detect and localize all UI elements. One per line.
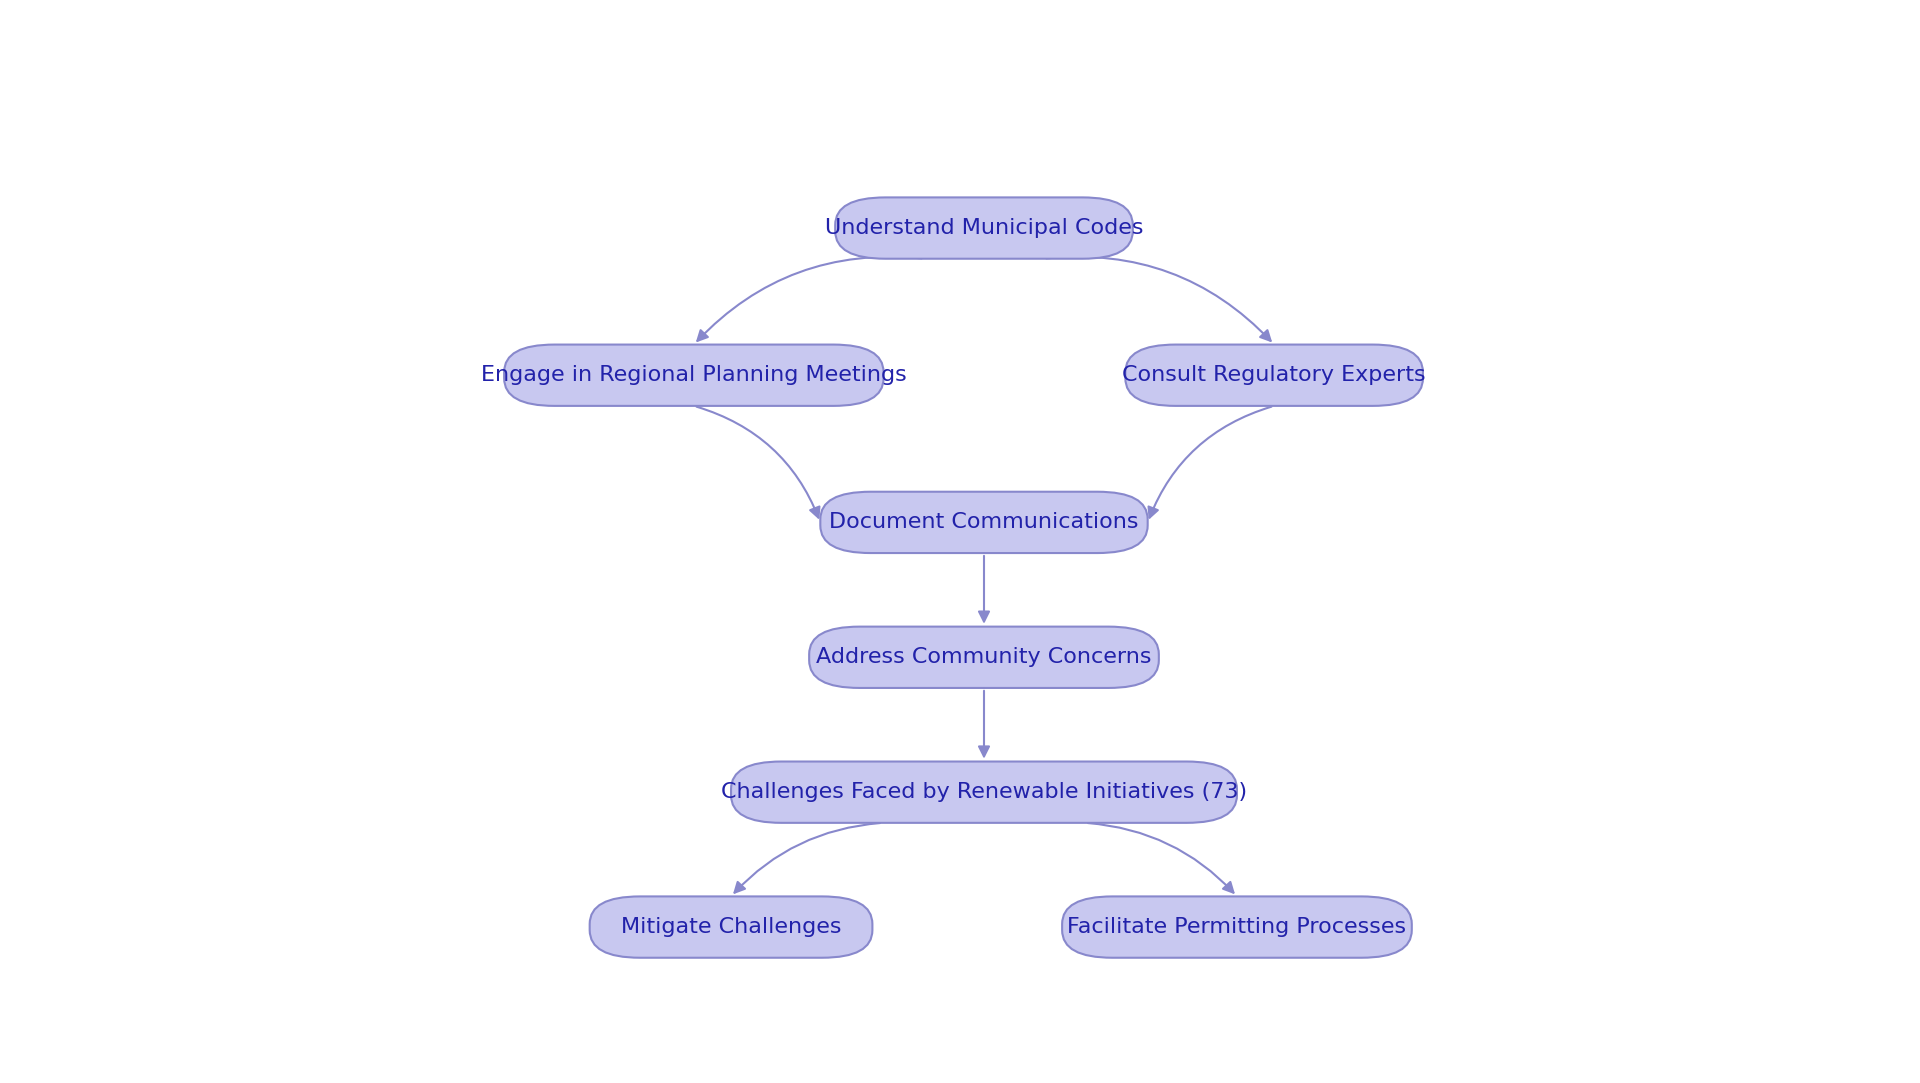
FancyBboxPatch shape [835,197,1133,259]
FancyBboxPatch shape [1062,897,1411,957]
FancyBboxPatch shape [505,344,883,406]
FancyBboxPatch shape [820,492,1148,553]
FancyBboxPatch shape [808,627,1160,688]
Text: Consult Regulatory Experts: Consult Regulatory Experts [1123,365,1427,386]
Text: Document Communications: Document Communications [829,512,1139,533]
FancyBboxPatch shape [589,897,872,957]
Text: Challenges Faced by Renewable Initiatives (73): Challenges Faced by Renewable Initiative… [720,782,1248,803]
Text: Address Community Concerns: Address Community Concerns [816,648,1152,667]
FancyBboxPatch shape [1125,344,1423,406]
FancyBboxPatch shape [732,761,1236,823]
Text: Engage in Regional Planning Meetings: Engage in Regional Planning Meetings [482,365,906,386]
Text: Mitigate Challenges: Mitigate Challenges [620,917,841,937]
Text: Understand Municipal Codes: Understand Municipal Codes [826,218,1142,238]
Text: Facilitate Permitting Processes: Facilitate Permitting Processes [1068,917,1407,937]
